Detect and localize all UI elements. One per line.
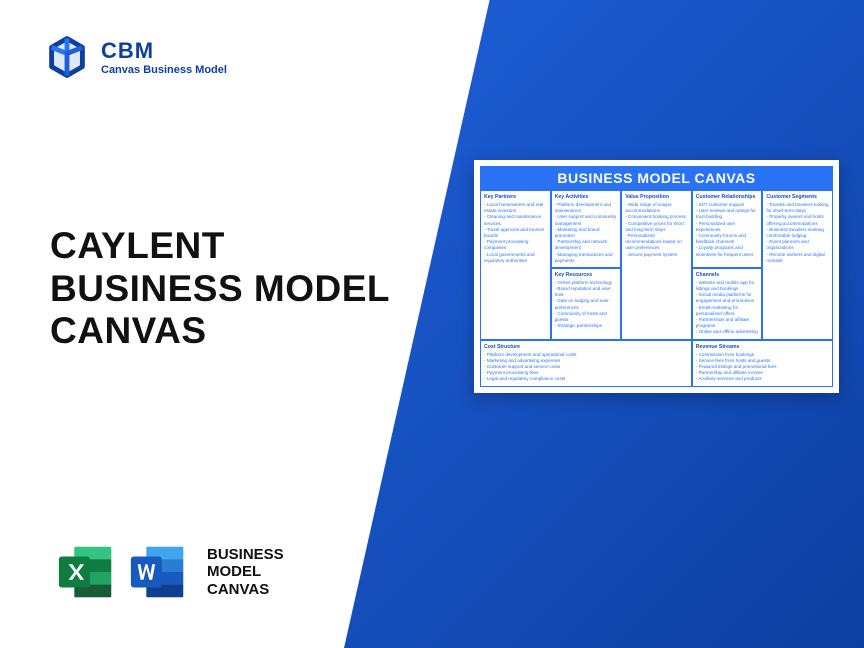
list-item: Event planners and organizations xyxy=(766,239,829,251)
list-item: Property owners and hosts offering accom… xyxy=(766,214,829,226)
cell-value-proposition: Value PropositionWide range of unique ac… xyxy=(621,190,692,340)
list-item: Social media platforms for engagement an… xyxy=(696,292,759,304)
list-item: Strategic partnerships xyxy=(555,323,618,329)
list-item: Remote workers and digital nomads xyxy=(766,252,829,264)
list-item: User support and community management xyxy=(555,214,618,226)
cell-revenue-streams: Revenue StreamsCommission from bookingsS… xyxy=(692,340,833,387)
logo-title: CBM xyxy=(101,38,227,64)
list-item: Competitive prices for short and long-te… xyxy=(625,221,688,233)
list-item: Secure payment system xyxy=(625,252,688,258)
list-item: Tourists and travelers looking for short… xyxy=(766,202,829,214)
list-item: Wide range of unique accommodations xyxy=(625,202,688,214)
list-item: Community forums and feedback channels xyxy=(696,233,759,245)
list-item: Platform development and maintenance xyxy=(555,202,618,214)
cell-channels: ChannelsWebsite and mobile app for listi… xyxy=(692,268,763,340)
list-item: Personalized recommendations based on us… xyxy=(625,233,688,252)
logo-block: CBM Canvas Business Model xyxy=(45,35,227,79)
list-item: User reviews and ratings for trust-build… xyxy=(696,208,759,220)
title-line-2: BUSINESS MODEL xyxy=(50,268,390,311)
list-item: Loyalty programs and incentives for freq… xyxy=(696,245,759,257)
canvas-grid: Key PartnersLocal homeowners and real es… xyxy=(480,190,833,387)
list-item: Marketing and brand promotion xyxy=(555,227,618,239)
title-line-3: CANVAS xyxy=(50,310,390,353)
canvas-card: BUSINESS MODEL CANVAS Key PartnersLocal … xyxy=(474,160,839,393)
list-item: Email marketing for personalized offers xyxy=(696,305,759,317)
bottom-icons-block: BUSINESS MODEL CANVAS xyxy=(55,541,284,603)
list-item: Travel agencies and tourism boards xyxy=(484,227,547,239)
list-item: Managing transactions and payments xyxy=(555,252,618,264)
list-item: Online and offline advertising xyxy=(696,329,759,335)
list-item: Business travelers seeking comfortable l… xyxy=(766,227,829,239)
list-item: Ancillary services and products xyxy=(696,376,829,382)
list-item: Data on lodging and user preferences xyxy=(555,298,618,310)
cell-customer-segments: Customer SegmentsTourists and travelers … xyxy=(762,190,833,340)
excel-icon xyxy=(55,541,117,603)
cell-cost-structure: Cost StructurePlatform development and o… xyxy=(480,340,692,387)
list-item: Convenient booking process xyxy=(625,214,688,220)
cell-key-partners: Key PartnersLocal homeowners and real es… xyxy=(480,190,551,340)
cell-key-resources: Key ResourcesOnline platform technologyB… xyxy=(551,268,622,340)
list-item: Partnership and network development xyxy=(555,239,618,251)
list-item: Local homeowners and real estate investo… xyxy=(484,202,547,214)
cell-key-activities: Key ActivitiesPlatform development and m… xyxy=(551,190,622,268)
list-item: Website and mobile app for listings and … xyxy=(696,280,759,292)
list-item: Local governments and regulatory authori… xyxy=(484,252,547,264)
list-item: Legal and regulatory compliance costs xyxy=(484,376,688,382)
list-item: Community of hosts and guests xyxy=(555,311,618,323)
cbm-logo-icon xyxy=(45,35,89,79)
title-line-1: CAYLENT xyxy=(50,225,390,268)
word-icon xyxy=(127,541,189,603)
canvas-header: BUSINESS MODEL CANVAS xyxy=(480,166,833,190)
list-item: Cleaning and maintenance services xyxy=(484,214,547,226)
logo-subtitle: Canvas Business Model xyxy=(101,64,227,76)
list-item: Partnerships and affiliate programs xyxy=(696,317,759,329)
list-item: Personalized user experiences xyxy=(696,221,759,233)
main-title: CAYLENT BUSINESS MODEL CANVAS xyxy=(50,225,390,353)
bottom-label: BUSINESS MODEL CANVAS xyxy=(207,546,284,598)
list-item: Payment processing companies xyxy=(484,239,547,251)
list-item: Brand reputation and user trust xyxy=(555,286,618,298)
cell-customer-relationships: Customer Relationships24/7 customer supp… xyxy=(692,190,763,268)
